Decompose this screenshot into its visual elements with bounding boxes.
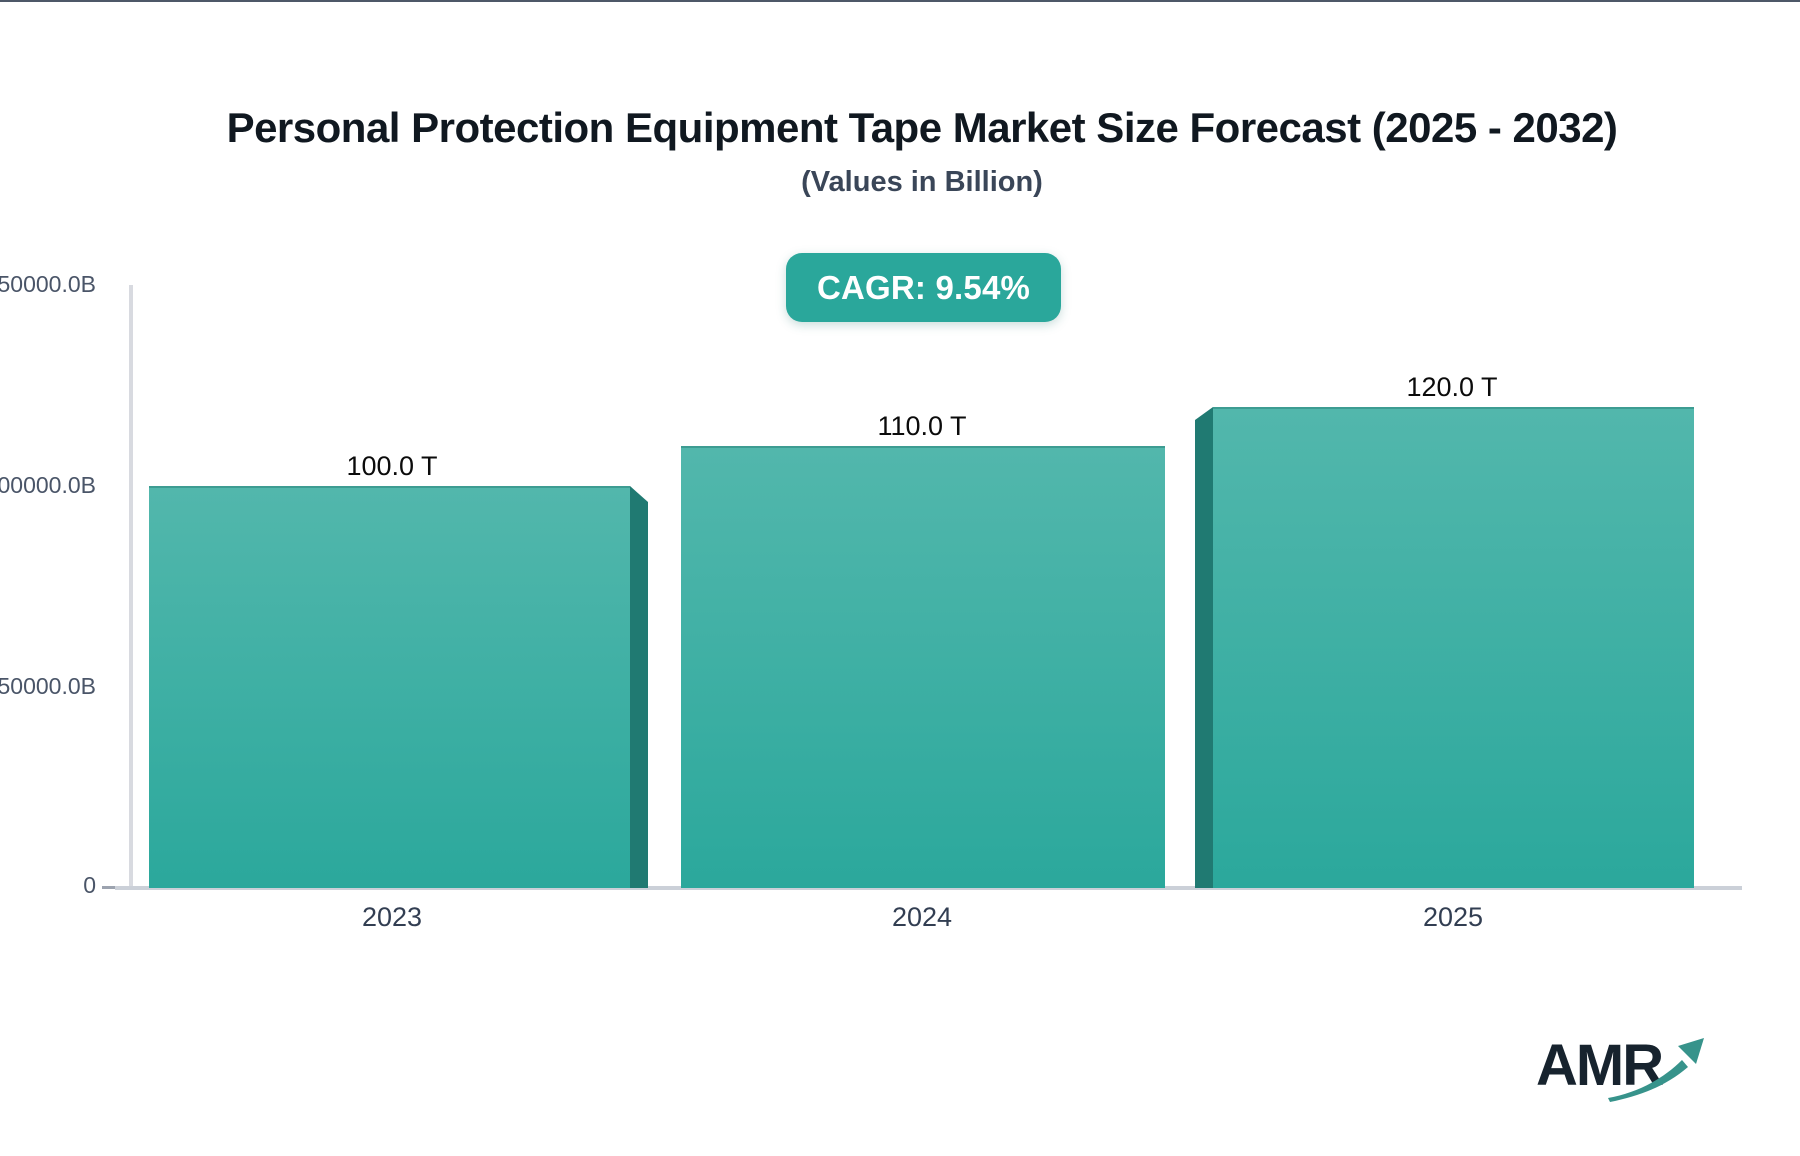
page-title: Personal Protection Equipment Tape Marke…	[226, 104, 1618, 151]
x-axis-line	[115, 886, 1742, 890]
y-axis-tick-label-50000: 50000.0B	[0, 673, 96, 699]
x-axis-label-2023: 2023	[361, 902, 423, 932]
bar-2024	[681, 446, 1165, 888]
bar-value-label-2025: 120.0 T	[1406, 372, 1498, 402]
upward-trend-arrow-icon	[1608, 1038, 1704, 1102]
cagr-badge-label: CAGR: 9.54%	[816, 268, 1031, 306]
x-axis-label-2024: 2024	[891, 902, 953, 932]
window-top-border	[0, 0, 1800, 2]
amr-logo: AMR	[1532, 1022, 1732, 1118]
bar-2025	[1213, 407, 1694, 888]
y-axis-line	[129, 285, 133, 888]
cagr-badge: CAGR: 9.54%	[786, 253, 1061, 322]
y-axis-zero-tick-mark	[102, 886, 118, 889]
amr-logo-text: AMR	[1536, 1033, 1664, 1098]
bar-2023	[149, 486, 630, 888]
y-axis-tick-label-150000: 150000.0B	[0, 271, 96, 297]
bar-2025-3d-side	[1195, 407, 1213, 888]
page-subtitle: (Values in Billion)	[801, 166, 1043, 198]
y-axis-tick-label-0: 0	[83, 872, 96, 898]
x-axis-label-2025: 2025	[1422, 902, 1484, 932]
bar-2023-3d-side	[630, 486, 648, 888]
y-axis-tick-label-100000: 100000.0B	[0, 472, 96, 498]
bar-value-label-2023: 100.0 T	[346, 451, 438, 481]
bar-value-label-2024: 110.0 T	[877, 411, 967, 441]
